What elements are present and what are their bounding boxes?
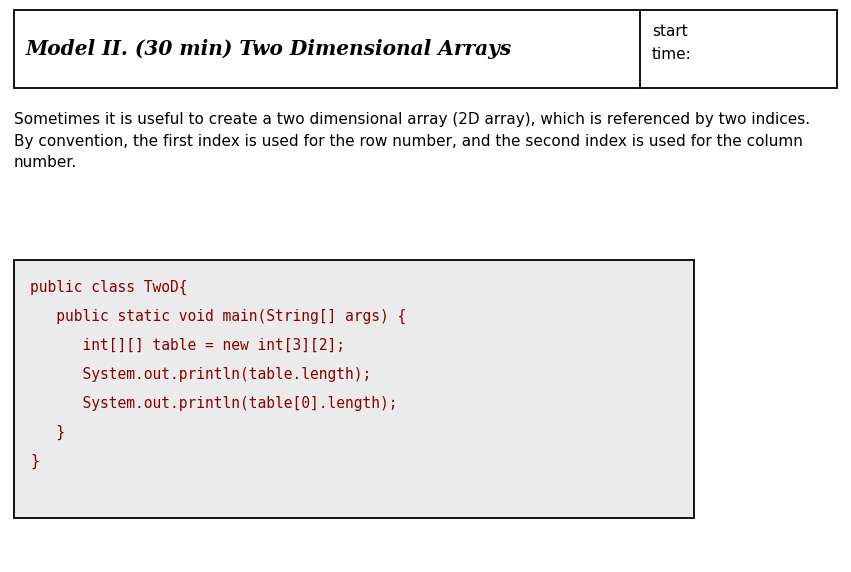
- Bar: [14, 260, 694, 518]
- Text: System.out.println(table[0].length);: System.out.println(table[0].length);: [30, 396, 397, 411]
- Text: int[][] table = new int[3][2];: int[][] table = new int[3][2];: [30, 338, 345, 353]
- Bar: [14, 10, 837, 88]
- Text: }: }: [30, 425, 65, 440]
- Text: public class TwoD{: public class TwoD{: [30, 280, 187, 295]
- Text: }: }: [30, 454, 39, 469]
- Text: start
time:: start time:: [652, 25, 692, 62]
- Text: Model II. (30 min) Two Dimensional Arrays: Model II. (30 min) Two Dimensional Array…: [26, 39, 512, 59]
- Text: Sometimes it is useful to create a two dimensional array (2D array), which is re: Sometimes it is useful to create a two d…: [14, 112, 810, 170]
- Text: System.out.println(table.length);: System.out.println(table.length);: [30, 367, 371, 382]
- Text: public static void main(String[] args) {: public static void main(String[] args) {: [30, 309, 406, 324]
